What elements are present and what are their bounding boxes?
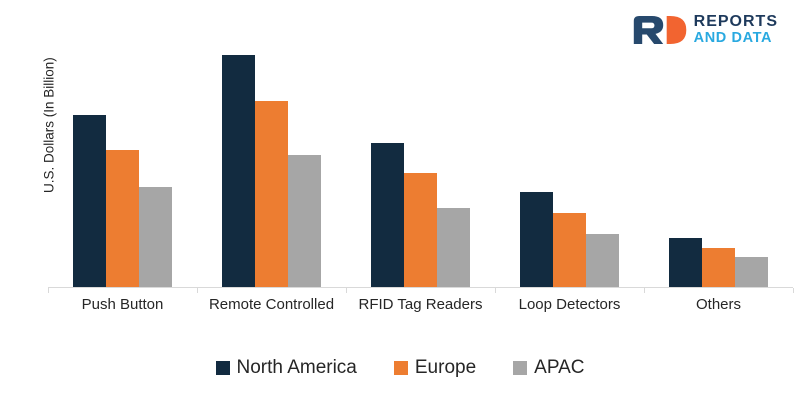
bar-north-america-others <box>669 238 702 287</box>
x-axis-label-loop-detectors: Loop Detectors <box>518 296 621 313</box>
legend-label: Europe <box>414 357 477 378</box>
x-axis-tick <box>48 288 49 293</box>
legend-swatch-icon <box>393 361 408 375</box>
x-axis-label-rfid-tag-readers: RFID Tag Readers <box>358 296 483 313</box>
legend-item-north-america: North America <box>215 357 357 379</box>
x-axis-tick <box>346 288 347 293</box>
legend-item-apac: APAC <box>513 357 585 379</box>
x-axis-label-remote-controlled: Remote Controlled <box>208 296 335 313</box>
bar-apac-push-button <box>139 187 172 287</box>
bar-europe-loop-detectors <box>553 213 586 287</box>
plot-area <box>48 40 794 293</box>
logo-text-reports: REPORTS <box>693 12 778 30</box>
legend-label: APAC <box>534 357 585 378</box>
bar-north-america-rfid-tag-readers <box>371 143 404 287</box>
x-axis-tick <box>495 288 496 293</box>
x-axis-tick <box>644 288 645 293</box>
x-axis-tick <box>793 288 794 293</box>
bar-north-america-remote-controlled <box>222 55 255 287</box>
legend-label: North America <box>236 357 357 378</box>
bar-north-america-loop-detectors <box>520 192 553 287</box>
x-axis-label-push-button: Push Button <box>81 296 164 313</box>
brand-logo: REPORTS AND DATA <box>631 10 778 50</box>
legend-swatch-icon <box>215 361 230 375</box>
bar-apac-remote-controlled <box>288 155 321 287</box>
bar-north-america-push-button <box>73 115 106 287</box>
x-axis-line <box>48 287 793 288</box>
bar-apac-rfid-tag-readers <box>437 208 470 287</box>
bar-apac-others <box>735 257 768 287</box>
brand-logo-rd-icon <box>633 16 686 44</box>
logo-text-and-data: AND DATA <box>693 29 773 46</box>
x-axis-label-others: Others <box>695 296 741 313</box>
bar-europe-push-button <box>106 150 139 287</box>
bar-europe-rfid-tag-readers <box>404 173 437 287</box>
legend-swatch-icon <box>513 361 528 375</box>
x-axis-tick <box>197 288 198 293</box>
legend-item-europe: Europe <box>393 357 477 379</box>
legend: North America Europe APAC <box>0 357 800 379</box>
bar-apac-loop-detectors <box>586 234 619 287</box>
brand-logo-text: REPORTS AND DATA <box>693 12 778 46</box>
bar-europe-others <box>702 248 735 287</box>
x-axis-labels: Push Button Remote Controlled RFID Tag Rea… <box>48 296 793 318</box>
bar-europe-remote-controlled <box>255 101 288 287</box>
